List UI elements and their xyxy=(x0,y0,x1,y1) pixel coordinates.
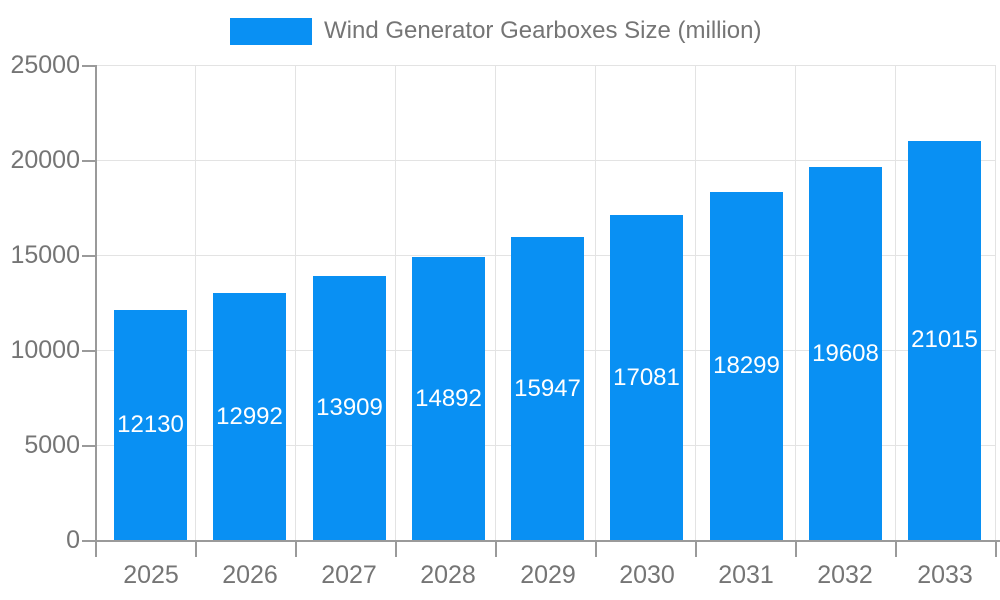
x-tick-mark xyxy=(995,540,997,557)
gridline-vertical xyxy=(795,65,796,540)
bar-value-label-2033: 21015 xyxy=(911,326,978,353)
y-tick-mark xyxy=(82,540,95,542)
bar-value-label-2026: 12992 xyxy=(216,403,283,430)
y-tick-mark xyxy=(82,350,95,352)
y-tick-mark xyxy=(82,160,95,162)
gridline-vertical xyxy=(695,65,696,540)
y-tick-mark xyxy=(82,445,95,447)
x-tick-label-2032: 2032 xyxy=(817,561,873,589)
gridline-vertical xyxy=(595,65,596,540)
gridline-horizontal xyxy=(95,65,995,66)
bar-value-label-2031: 18299 xyxy=(713,352,780,379)
bar-2033 xyxy=(908,141,981,540)
x-tick-label-2030: 2030 xyxy=(619,561,675,589)
y-tick-mark xyxy=(82,255,95,257)
bar-2027 xyxy=(313,276,386,540)
bar-value-label-2027: 13909 xyxy=(316,394,383,421)
gridline-vertical xyxy=(195,65,196,540)
y-tick-mark xyxy=(82,65,95,67)
x-tick-label-2031: 2031 xyxy=(718,561,774,589)
x-tick-mark xyxy=(695,540,697,557)
x-tick-mark xyxy=(395,540,397,557)
x-tick-mark xyxy=(795,540,797,557)
x-tick-label-2025: 2025 xyxy=(123,561,179,589)
x-tick-mark xyxy=(595,540,597,557)
x-tick-label-2026: 2026 xyxy=(222,561,278,589)
y-tick-label-5000: 5000 xyxy=(24,431,80,459)
bar-value-label-2028: 14892 xyxy=(415,385,482,412)
bar-value-label-2032: 19608 xyxy=(812,340,879,367)
bar-value-label-2029: 15947 xyxy=(514,375,581,402)
x-tick-label-2028: 2028 xyxy=(420,561,476,589)
gridline-vertical xyxy=(295,65,296,540)
legend-swatch xyxy=(230,17,312,45)
bar-2030 xyxy=(610,215,683,540)
bar-2032 xyxy=(809,167,882,540)
gridline-horizontal xyxy=(95,160,995,161)
x-tick-label-2033: 2033 xyxy=(917,561,973,589)
y-axis-line xyxy=(95,65,97,557)
bar-value-label-2030: 17081 xyxy=(613,364,680,391)
x-tick-mark xyxy=(495,540,497,557)
legend-item[interactable]: Wind Generator Gearboxes Size (million) xyxy=(230,17,762,45)
x-tick-mark xyxy=(195,540,197,557)
x-tick-label-2029: 2029 xyxy=(520,561,576,589)
y-tick-label-0: 0 xyxy=(66,526,80,554)
gridline-vertical xyxy=(995,65,996,540)
x-tick-mark xyxy=(895,540,897,557)
gridline-vertical xyxy=(895,65,896,540)
bar-value-label-2025: 12130 xyxy=(117,411,184,438)
y-tick-label-15000: 15000 xyxy=(10,241,80,269)
bar-2028 xyxy=(412,257,485,540)
bar-2025 xyxy=(114,310,187,540)
y-tick-label-25000: 25000 xyxy=(10,51,80,79)
y-tick-label-20000: 20000 xyxy=(10,146,80,174)
bar-2029 xyxy=(511,237,584,540)
x-tick-label-2027: 2027 xyxy=(321,561,377,589)
bar-2031 xyxy=(710,192,783,540)
x-tick-mark xyxy=(295,540,297,557)
bar-2026 xyxy=(213,293,286,540)
y-tick-label-10000: 10000 xyxy=(10,336,80,364)
gridline-vertical xyxy=(395,65,396,540)
legend-label: Wind Generator Gearboxes Size (million) xyxy=(324,17,762,44)
x-axis-line xyxy=(95,540,1000,542)
gridline-vertical xyxy=(495,65,496,540)
